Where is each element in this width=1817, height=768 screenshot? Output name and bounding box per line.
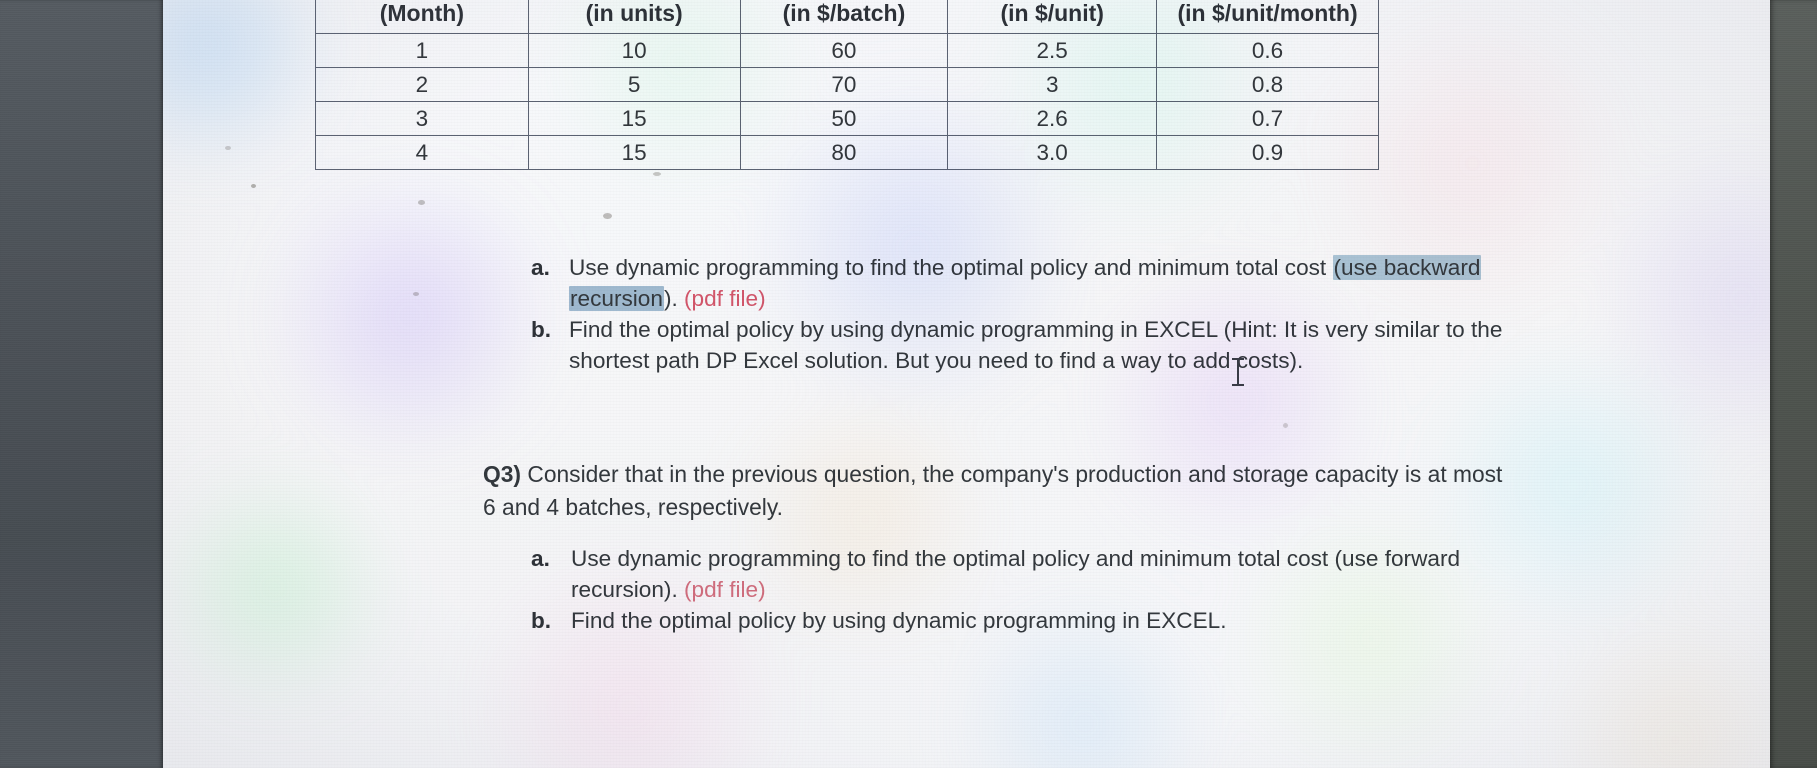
table-header-production-cost: Production Cost (in $/unit) bbox=[947, 0, 1158, 34]
q2-part-a-text: Use dynamic programming to find the opti… bbox=[569, 252, 1571, 314]
q2-part-a-highlight-1: (use backward bbox=[1332, 255, 1482, 280]
dust-speck bbox=[413, 292, 419, 296]
q2-part-a-highlight-2: recursion bbox=[569, 286, 664, 311]
table-row: 1 10 60 2.5 0.6 bbox=[315, 32, 1379, 68]
table-cell-production-cost: 3.0 bbox=[947, 134, 1158, 170]
table-cell-demand: 15 bbox=[527, 134, 741, 170]
table-header-setup-cost: Setup Cost (in $/batch) bbox=[739, 0, 949, 34]
dust-speck bbox=[225, 146, 231, 150]
table-header-demand-line2: (in units) bbox=[585, 0, 683, 27]
table-cell-demand: 5 bbox=[527, 66, 741, 102]
table-cell-holding-cost: 0.8 bbox=[1156, 66, 1379, 102]
q3-intro-line1: Consider that in the previous question, … bbox=[521, 461, 1503, 487]
table-cell-holding-cost: 0.7 bbox=[1156, 100, 1379, 136]
dust-speck bbox=[1283, 423, 1288, 428]
table-cell-holding-cost: 0.9 bbox=[1156, 134, 1379, 170]
table-cell-production-cost: 2.5 bbox=[947, 32, 1158, 68]
monitor-screen-area: Period (Month) Demand (in units) Setup C… bbox=[163, 0, 1770, 768]
q3-intro: Q3) Consider that in the previous questi… bbox=[483, 458, 1563, 524]
table-cell-period: 1 bbox=[315, 32, 529, 68]
table-cell-setup-cost: 50 bbox=[739, 100, 949, 136]
q3-part-a-line1: Use dynamic programming to find the opti… bbox=[571, 546, 1461, 571]
table-cell-period: 2 bbox=[315, 66, 529, 102]
q3-part-a-pdf-note: (pdf file) bbox=[684, 577, 766, 602]
table-header-period-line2: (Month) bbox=[379, 0, 465, 27]
table-header-holding-cost: Holding Cost (in $/unit/month) bbox=[1156, 0, 1379, 34]
q2-part-b-marker: b. bbox=[531, 317, 552, 342]
table-row: 2 5 70 3 0.8 bbox=[315, 66, 1379, 102]
dust-speck bbox=[653, 172, 661, 176]
table-cell-period: 4 bbox=[315, 134, 529, 170]
table-cell-setup-cost: 80 bbox=[739, 134, 949, 170]
dust-speck bbox=[603, 213, 612, 219]
document-content: Period (Month) Demand (in units) Setup C… bbox=[163, 0, 1770, 768]
table-header-demand: Demand (in units) bbox=[527, 0, 741, 34]
table-cell-holding-cost: 0.6 bbox=[1156, 32, 1379, 68]
q3-part-a-text: Use dynamic programming to find the opti… bbox=[571, 543, 1571, 605]
q2-part-a-lead: Use dynamic programming to find the opti… bbox=[569, 255, 1333, 280]
table-cell-demand: 10 bbox=[527, 32, 741, 68]
q3-intro-line2: 6 and 4 batches, respectively. bbox=[483, 494, 783, 520]
q3-number: Q3) bbox=[483, 461, 522, 487]
q3-part-a-marker: a. bbox=[531, 546, 550, 571]
q2-part-a-after: ). bbox=[663, 286, 685, 311]
q3-part-b-marker: b. bbox=[531, 608, 552, 633]
table-header-row: Period (Month) Demand (in units) Setup C… bbox=[315, 0, 1379, 34]
table-cell-demand: 15 bbox=[527, 100, 741, 136]
q3-part-b: b. Find the optimal policy by using dyna… bbox=[531, 605, 1571, 636]
q3-parts-list: a. Use dynamic programming to find the o… bbox=[531, 543, 1571, 636]
table-row: 4 15 80 3.0 0.9 bbox=[315, 134, 1379, 170]
q3-part-b-text: Find the optimal policy by using dynamic… bbox=[571, 608, 1227, 633]
table-header-setup-cost-line2: (in $/batch) bbox=[782, 0, 906, 27]
dust-speck bbox=[251, 184, 256, 188]
q3-part-a: a. Use dynamic programming to find the o… bbox=[531, 543, 1571, 605]
table-header-period: Period (Month) bbox=[315, 0, 529, 34]
q2-parts-list: a. Use dynamic programming to find the o… bbox=[531, 252, 1571, 376]
table-cell-production-cost: 2.6 bbox=[947, 100, 1158, 136]
table-header-production-cost-line2: (in $/unit) bbox=[1000, 0, 1104, 27]
q2-part-a: a. Use dynamic programming to find the o… bbox=[531, 252, 1571, 314]
table-cell-period: 3 bbox=[315, 100, 529, 136]
right-bezel-bar bbox=[1770, 0, 1817, 768]
q2-part-a-marker: a. bbox=[531, 255, 550, 280]
q2-part-b: b. Find the optimal policy by using dyna… bbox=[531, 314, 1571, 376]
table-row: 3 15 50 2.6 0.7 bbox=[315, 100, 1379, 136]
q3-part-a-line2: recursion). bbox=[571, 577, 685, 602]
q2-part-b-text: Find the optimal policy by using dynamic… bbox=[569, 314, 1571, 376]
table-cell-setup-cost: 60 bbox=[739, 32, 949, 68]
q2-part-b-line2: shortest path DP Excel solution. But you… bbox=[569, 348, 1304, 373]
lot-sizing-data-table: Period (Month) Demand (in units) Setup C… bbox=[315, 0, 1379, 170]
table-header-holding-cost-line2: (in $/unit/month) bbox=[1177, 0, 1358, 27]
table-cell-production-cost: 3 bbox=[947, 66, 1158, 102]
q2-part-b-line1: Find the optimal policy by using dynamic… bbox=[569, 317, 1503, 342]
left-bezel-bar bbox=[0, 0, 163, 768]
table-cell-setup-cost: 70 bbox=[739, 66, 949, 102]
dust-speck bbox=[418, 200, 425, 205]
q2-part-a-pdf-note: (pdf file) bbox=[684, 286, 766, 311]
